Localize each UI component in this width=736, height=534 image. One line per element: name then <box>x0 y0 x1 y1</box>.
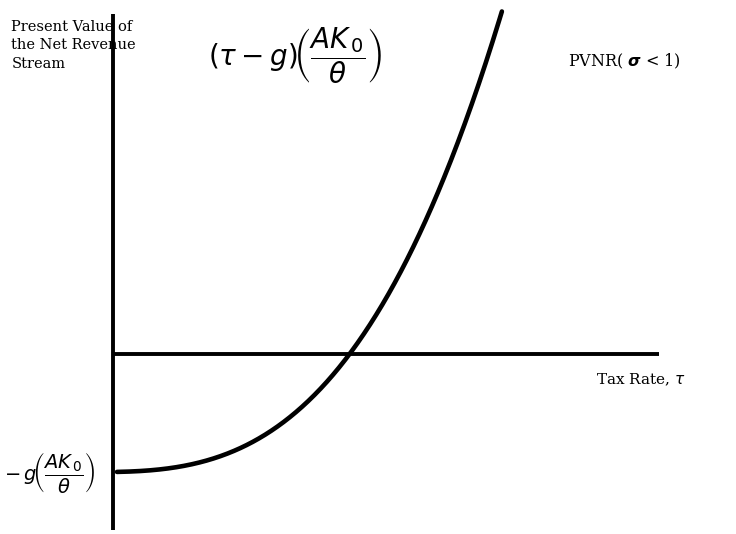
Text: Tax Rate, $\tau$: Tax Rate, $\tau$ <box>596 372 685 388</box>
Text: Present Value of
the Net Revenue
Stream: Present Value of the Net Revenue Stream <box>12 20 136 70</box>
Text: $\left(\tau - g\right)\!\left(\dfrac{AK_{\,0}}{\theta}\right)$: $\left(\tau - g\right)\!\left(\dfrac{AK_… <box>208 25 382 85</box>
Text: PVNR( $\boldsymbol{\sigma}$ < 1): PVNR( $\boldsymbol{\sigma}$ < 1) <box>568 52 681 72</box>
Text: $-\,g\!\left(\dfrac{AK_{\,0}}{\theta}\right)$: $-\,g\!\left(\dfrac{AK_{\,0}}{\theta}\ri… <box>4 450 96 494</box>
